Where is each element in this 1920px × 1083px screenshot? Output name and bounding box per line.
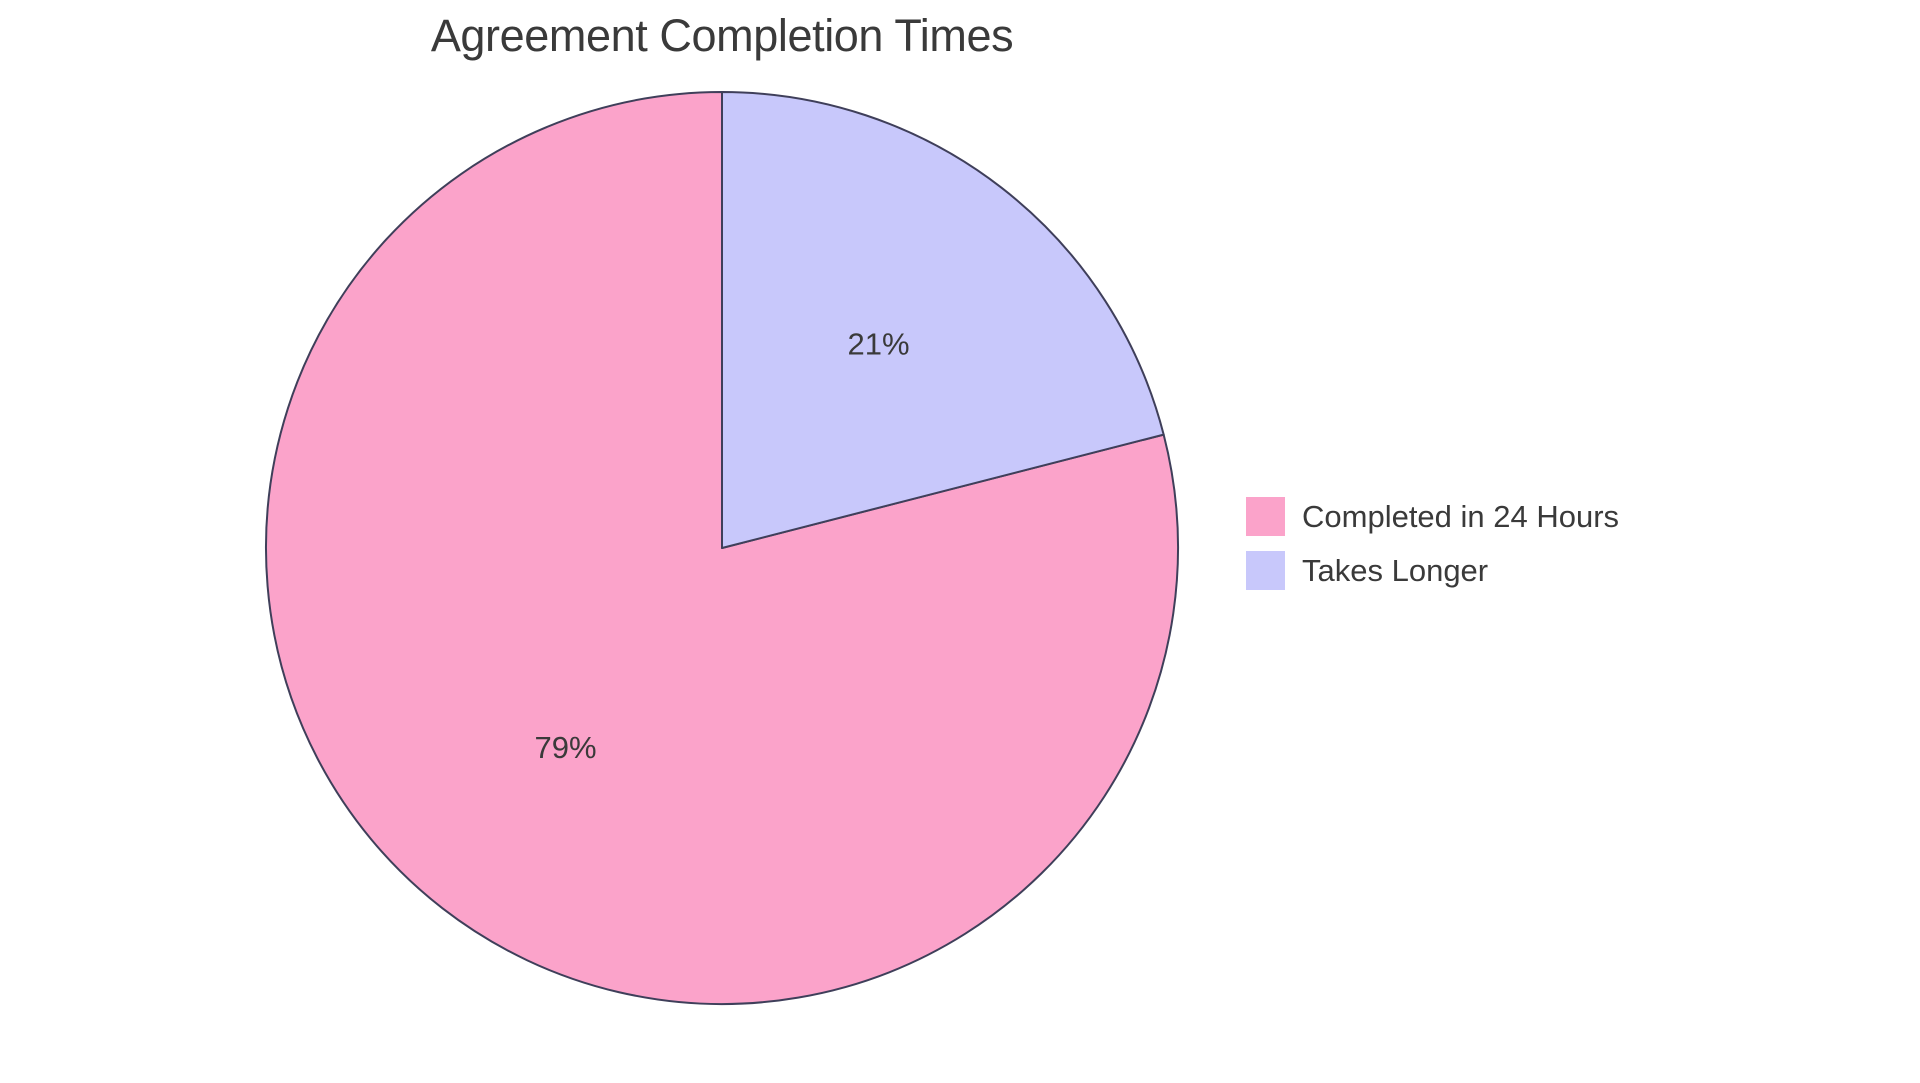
pie-slice-labels-group: 79% 21%	[534, 326, 909, 765]
legend-label-completed-in-24-hours: Completed in 24 Hours	[1302, 498, 1620, 534]
legend-swatch-completed-in-24-hours	[1246, 496, 1285, 536]
pie-svg: 79% 21%	[265, 91, 1179, 1005]
pie-slices-group	[265, 91, 1179, 1005]
pie-slice[interactable]	[721, 91, 1165, 549]
pie-slice-label: 21%	[847, 326, 909, 361]
legend-item-takes-longer[interactable]: Takes Longer	[1246, 543, 1619, 597]
chart-legend: Completed in 24 Hours Takes Longer	[1246, 489, 1619, 597]
pie-slice-label: 79%	[534, 730, 596, 765]
chart-title: Agreement Completion Times	[430, 10, 1014, 61]
legend-swatch-takes-longer	[1246, 550, 1285, 590]
legend-item-completed-in-24-hours[interactable]: Completed in 24 Hours	[1246, 489, 1619, 543]
pie-plot-area: 79% 21%	[265, 91, 1179, 1005]
legend-label-takes-longer: Takes Longer	[1302, 552, 1489, 588]
